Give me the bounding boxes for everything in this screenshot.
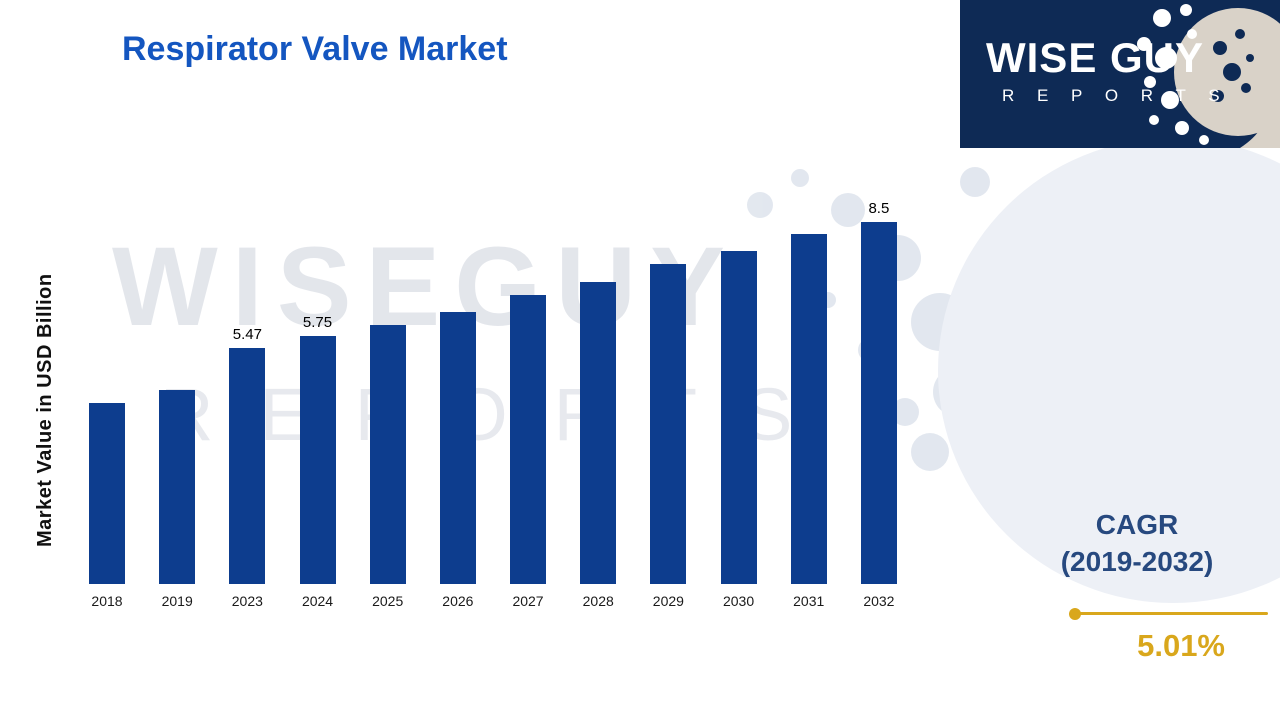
x-tick-label: 2024 (301, 593, 334, 609)
bar-column: 2030 (706, 200, 772, 609)
page-title: Respirator Valve Market (122, 30, 508, 68)
bar-value-label: 5.75 (302, 314, 333, 331)
x-tick-label: 2019 (161, 593, 193, 609)
bar-column: 2018 (74, 200, 140, 609)
bar-column: 2026 (425, 200, 491, 609)
bar-column: 2029 (635, 200, 701, 609)
logo-face-icon (1137, 4, 1280, 148)
x-tick-label: 2027 (512, 593, 544, 609)
bar (580, 282, 617, 584)
bar-column: 2031 (776, 200, 842, 609)
x-tick-label: 2029 (652, 593, 684, 609)
x-tick-label: 2026 (442, 593, 474, 609)
logo-reports-text: R E P O R T S (1002, 86, 1229, 105)
bar (720, 251, 757, 584)
bar-column: 5.47 2023 (214, 200, 280, 609)
logo-brand-text: WISE GUY (986, 34, 1205, 81)
bar (299, 336, 336, 584)
bar-column: 8.5 2032 (846, 200, 912, 609)
x-tick-label: 2028 (582, 593, 614, 609)
bar (159, 390, 196, 584)
bar (790, 234, 827, 584)
bar (650, 264, 687, 584)
y-axis-label: Market Value in USD Billion (34, 273, 56, 548)
x-tick-label: 2030 (722, 593, 755, 609)
bar-value-label: 8.5 (868, 200, 890, 217)
x-tick-label: 2031 (793, 593, 825, 609)
x-tick-label: 2025 (372, 593, 404, 609)
cagr-block: CAGR (2019-2032) (1002, 506, 1272, 580)
wise-guy-reports-logo: WISE GUY R E P O R T S (960, 0, 1280, 148)
bar (89, 403, 125, 584)
cagr-value: 5.01% (1137, 628, 1225, 663)
x-tick-label: 2032 (863, 593, 895, 609)
bar (510, 295, 547, 584)
bar-value-label: 5.47 (232, 326, 262, 343)
cagr-label: CAGR (1095, 509, 1179, 540)
bar (369, 325, 406, 584)
bar-column: 2019 (144, 200, 210, 609)
x-tick-label: 2023 (231, 593, 263, 609)
x-tick-label: 2018 (91, 593, 123, 609)
bar (229, 348, 266, 584)
bar-column: 2025 (355, 200, 421, 609)
cagr-divider-line (1069, 607, 1268, 620)
bar (439, 312, 476, 584)
bar (860, 222, 897, 584)
divider-dot-icon (1069, 607, 1081, 620)
cagr-period: (2019-2032) (1060, 546, 1214, 577)
bar-column: 2028 (565, 200, 631, 609)
bar-column: 2027 (495, 200, 561, 609)
bar-column: 5.75 2024 (285, 200, 351, 609)
bar-chart: 2018 2019 5.47 2023 5.75 2024 2025 2026 2027 2028… (74, 200, 912, 609)
